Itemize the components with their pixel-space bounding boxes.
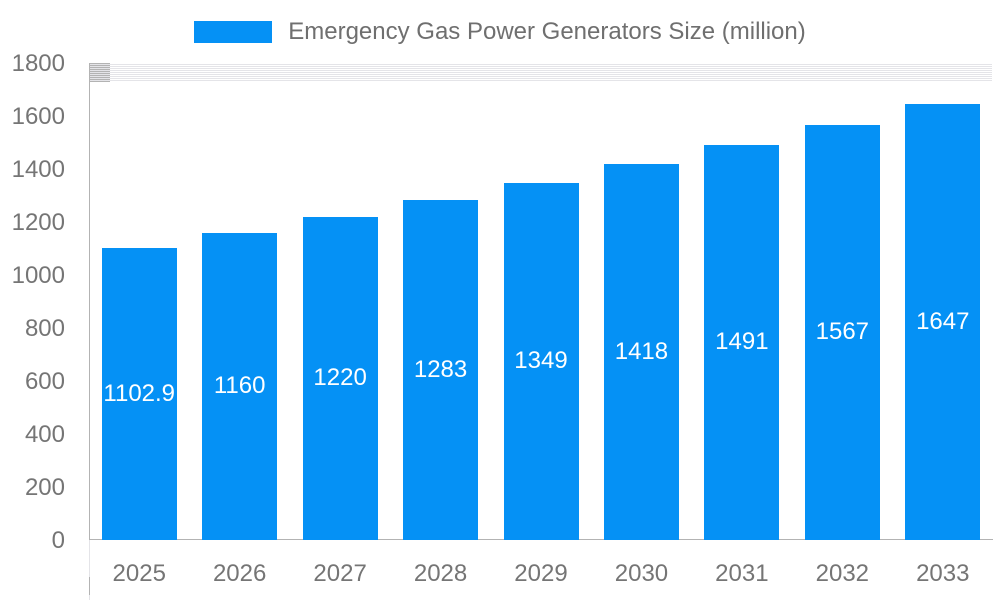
bar[interactable]: 1102.9 bbox=[101, 247, 177, 540]
h-gridline bbox=[89, 80, 992, 81]
h-gridline bbox=[89, 74, 992, 75]
y-tick bbox=[89, 69, 110, 70]
y-axis-label: 200 bbox=[24, 473, 65, 501]
bar[interactable]: 1567 bbox=[804, 124, 880, 540]
x-axis-label: 2030 bbox=[614, 560, 669, 587]
bar-value-label: 1283 bbox=[413, 356, 468, 383]
bar[interactable]: 1283 bbox=[403, 200, 479, 540]
x-axis-label: 2025 bbox=[112, 560, 166, 587]
bar[interactable]: 1160 bbox=[202, 232, 278, 540]
y-tick bbox=[89, 65, 110, 66]
y-axis-label: 1200 bbox=[11, 208, 65, 236]
x-axis-label: 2032 bbox=[815, 560, 870, 587]
h-gridline bbox=[89, 68, 992, 69]
bar[interactable]: 1647 bbox=[905, 103, 981, 540]
h-gridline bbox=[89, 76, 992, 77]
bar-value-label: 1160 bbox=[213, 372, 266, 400]
y-axis-label: 1600 bbox=[11, 102, 65, 130]
y-axis-line bbox=[89, 63, 90, 540]
bar-value-label: 1491 bbox=[715, 328, 769, 356]
legend-swatch bbox=[194, 21, 273, 43]
y-axis-label: 1400 bbox=[11, 155, 65, 183]
y-tick bbox=[89, 73, 110, 74]
y-axis-label: 1000 bbox=[11, 261, 65, 289]
x-tick bbox=[89, 577, 90, 595]
x-axis-label: 2033 bbox=[916, 560, 970, 587]
v-gridline bbox=[89, 595, 90, 600]
x-axis-label: 2026 bbox=[212, 560, 267, 587]
bar-value-label: 1567 bbox=[815, 318, 870, 346]
y-tick bbox=[89, 79, 110, 80]
y-tick bbox=[89, 67, 110, 68]
y-axis-label: 400 bbox=[24, 420, 65, 448]
h-gridline bbox=[89, 70, 992, 71]
y-tick bbox=[89, 77, 110, 78]
plot-area: 0 200 400 600 800 1000 1200 1400 1600 1800 2025 202… bbox=[12, 51, 993, 600]
h-gridline bbox=[89, 64, 992, 65]
bar[interactable]: 1418 bbox=[603, 164, 679, 540]
x-axis-label: 2028 bbox=[413, 560, 468, 587]
y-axis-label: 800 bbox=[24, 314, 65, 342]
bar[interactable]: 1220 bbox=[302, 216, 378, 540]
y-tick bbox=[89, 71, 110, 72]
legend-label: Emergency Gas Power Generators Size (mil… bbox=[288, 18, 806, 45]
y-tick bbox=[89, 75, 110, 76]
bar-value-label: 1220 bbox=[313, 364, 367, 392]
y-axis-label: 600 bbox=[24, 367, 65, 395]
bar-value-label: 1418 bbox=[614, 338, 669, 366]
h-gridline bbox=[89, 78, 992, 79]
chart-legend[interactable]: Emergency Gas Power Generators Size (mil… bbox=[0, 12, 1000, 52]
y-axis-label: 1800 bbox=[11, 49, 65, 77]
y-axis-label: 0 bbox=[51, 526, 65, 554]
x-axis-label: 2027 bbox=[313, 560, 367, 587]
h-gridline bbox=[89, 66, 992, 67]
bar-value-label: 1349 bbox=[514, 347, 568, 375]
x-axis-label: 2029 bbox=[514, 560, 568, 587]
bar-value-label: 1647 bbox=[916, 307, 970, 335]
x-axis-label: 2031 bbox=[715, 560, 769, 587]
y-tick bbox=[89, 81, 110, 82]
bar[interactable]: 1349 bbox=[503, 182, 579, 540]
bar[interactable]: 1491 bbox=[704, 144, 780, 540]
y-tick bbox=[89, 63, 110, 64]
h-gridline bbox=[89, 72, 992, 73]
bar-value-label: 1102.9 bbox=[103, 379, 176, 407]
